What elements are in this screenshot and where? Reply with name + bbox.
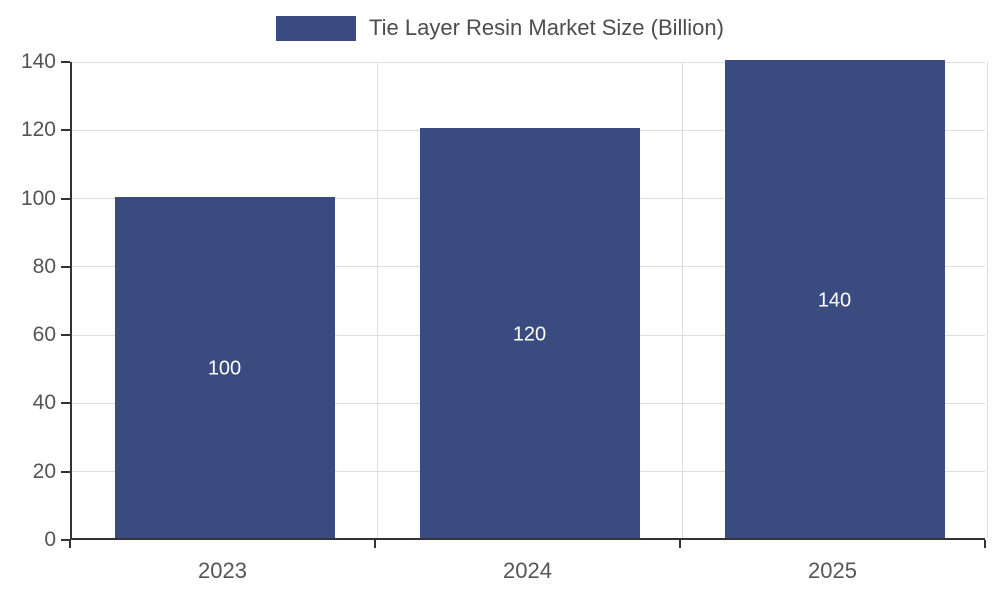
gridline-vertical [376,62,378,538]
gridline-horizontal [72,61,985,63]
y-axis-tick-mark [61,470,70,473]
chart-title: Tie Layer Resin Market Size (Billion) [369,15,724,40]
chart-legend: Tie Layer Resin Market Size (Billion) [0,15,1000,41]
legend-swatch [276,15,357,41]
bar-value-label: 100 [207,357,242,380]
y-axis-tick-label: 40 [32,391,56,415]
x-axis-tick-mark [984,540,986,548]
y-axis-tick-mark [61,61,70,63]
y-axis-tick-mark [61,265,70,268]
x-axis-tick-label: 2025 [808,558,857,583]
bar-2023 [114,196,335,538]
bar-2025 [724,60,945,538]
y-axis-tick-mark [61,197,70,200]
y-axis-tick-mark [61,539,70,541]
y-axis-tick-label: 140 [20,50,56,73]
x-axis-tick-mark [374,540,376,548]
y-axis-tick-label: 100 [20,186,56,210]
y-axis-tick-mark [61,129,70,132]
y-axis-tick-label: 120 [20,118,56,142]
bar-value-label: 120 [512,323,547,346]
bar-value-label: 140 [817,289,852,312]
y-axis-tick-label: 20 [32,459,56,483]
y-axis-tick-label: 0 [44,528,56,551]
y-axis-tick-label: 80 [32,254,56,278]
x-axis-tick-mark [679,540,681,548]
plot-area: 100 120 140 [70,60,988,540]
y-axis-tick-mark [61,334,70,337]
x-axis-tick-mark [69,540,71,548]
gridline-vertical [986,62,988,538]
bar-2024 [419,128,640,538]
x-axis-tick-label: 2023 [198,558,247,583]
y-axis-tick-mark [61,402,70,405]
gridline-vertical [681,62,683,538]
x-axis-tick-label: 2024 [503,558,552,583]
y-axis-tick-label: 60 [32,323,56,347]
